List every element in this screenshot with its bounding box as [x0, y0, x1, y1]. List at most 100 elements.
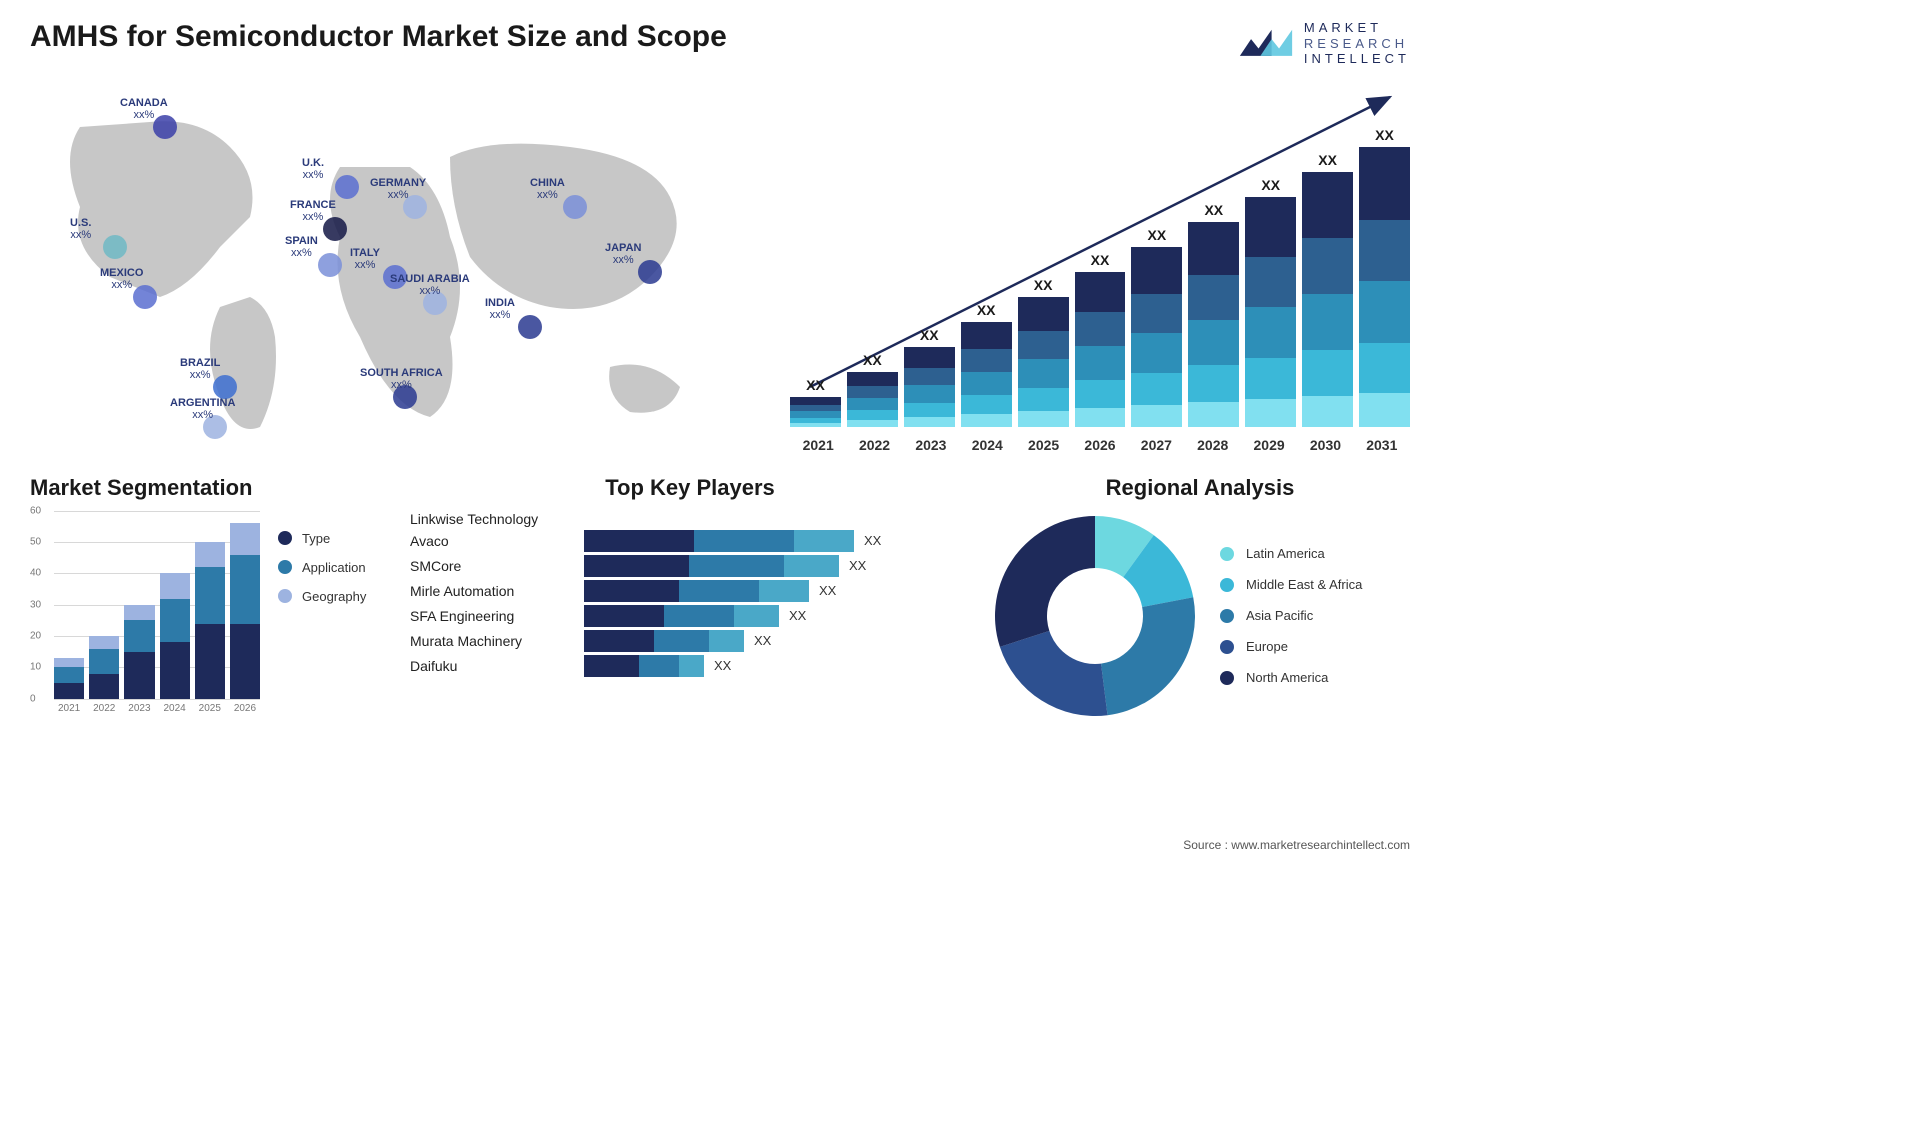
player-value: XX: [849, 558, 866, 573]
forecast-year-label: 2027: [1141, 437, 1172, 453]
logo-text-1: MARKET: [1304, 20, 1410, 36]
seg-ytick: 40: [30, 568, 41, 579]
segmentation-section: Market Segmentation 20212022202320242025…: [30, 475, 390, 721]
seg-xtick: 2025: [199, 703, 221, 714]
forecast-year-label: 2026: [1084, 437, 1115, 453]
forecast-year-label: 2021: [803, 437, 834, 453]
forecast-year-label: 2025: [1028, 437, 1059, 453]
seg-bar: 2021: [54, 658, 84, 699]
seg-legend-item: Application: [278, 560, 366, 575]
forecast-value-label: XX: [1318, 152, 1337, 168]
forecast-bar: XX: [1131, 227, 1182, 427]
forecast-value-label: XX: [1204, 202, 1223, 218]
page-title: AMHS for Semiconductor Market Size and S…: [30, 20, 727, 54]
forecast-value-label: XX: [1261, 177, 1280, 193]
world-map: CANADAxx%U.S.xx%MEXICOxx%BRAZILxx%ARGENT…: [30, 87, 750, 457]
player-value: XX: [819, 583, 836, 598]
map-label: SAUDI ARABIAxx%: [390, 273, 470, 297]
map-label: FRANCExx%: [290, 199, 336, 223]
forecast-bar: XX: [1245, 177, 1296, 427]
map-label: SPAINxx%: [285, 235, 318, 259]
map-label: BRAZILxx%: [180, 357, 220, 381]
forecast-bar: XX: [1302, 152, 1353, 427]
forecast-value-label: XX: [1375, 127, 1394, 143]
players-title: Top Key Players: [410, 475, 970, 501]
player-name: Linkwise Technology: [410, 511, 570, 527]
player-value: XX: [754, 633, 771, 648]
map-label: ARGENTINAxx%: [170, 397, 235, 421]
player-row: Mirle Automation XX: [410, 580, 970, 602]
seg-legend-item: Geography: [278, 589, 366, 604]
forecast-value-label: XX: [1148, 227, 1167, 243]
forecast-value-label: XX: [863, 352, 882, 368]
player-name: Avaco: [410, 533, 570, 549]
forecast-year-label: 2024: [972, 437, 1003, 453]
logo-icon: [1238, 21, 1294, 66]
forecast-year-label: 2029: [1254, 437, 1285, 453]
forecast-value-label: XX: [977, 302, 996, 318]
player-value: XX: [864, 533, 881, 548]
forecast-bar: XX: [790, 377, 841, 427]
regional-legend-item: North America: [1220, 670, 1362, 685]
forecast-bar: XX: [1075, 252, 1126, 427]
map-label: JAPANxx%: [605, 242, 641, 266]
forecast-value-label: XX: [806, 377, 825, 393]
forecast-year-label: 2031: [1366, 437, 1397, 453]
player-row: Linkwise Technology: [410, 511, 970, 527]
map-label: INDIAxx%: [485, 297, 515, 321]
seg-bar: 2024: [160, 573, 190, 698]
forecast-bar: XX: [1359, 127, 1410, 427]
forecast-year-label: 2028: [1197, 437, 1228, 453]
regional-donut: [990, 511, 1200, 721]
forecast-value-label: XX: [1091, 252, 1110, 268]
player-row: SMCore XX: [410, 555, 970, 577]
regional-legend-item: Middle East & Africa: [1220, 577, 1362, 592]
forecast-chart: XX XX XX XX XX XX XX XX XX XX XX 2021 2022 2023 2024 2…: [790, 87, 1410, 457]
map-label: U.K.xx%: [302, 157, 324, 181]
logo-text-3: INTELLECT: [1304, 51, 1410, 67]
regional-legend-item: Europe: [1220, 639, 1362, 654]
seg-legend-item: Type: [278, 531, 366, 546]
player-name: Murata Machinery: [410, 633, 570, 649]
seg-ytick: 0: [30, 693, 36, 704]
forecast-bar: XX: [847, 352, 898, 427]
regional-title: Regional Analysis: [990, 475, 1410, 501]
forecast-year-label: 2022: [859, 437, 890, 453]
map-label: MEXICOxx%: [100, 267, 143, 291]
brand-logo: MARKET RESEARCH INTELLECT: [1238, 20, 1410, 67]
player-row: Avaco XX: [410, 530, 970, 552]
source-text: Source : www.marketresearchintellect.com: [1183, 838, 1410, 852]
seg-ytick: 60: [30, 505, 41, 516]
player-name: SFA Engineering: [410, 608, 570, 624]
donut-slice: [1101, 597, 1195, 715]
regional-legend-item: Latin America: [1220, 546, 1362, 561]
forecast-value-label: XX: [920, 327, 939, 343]
seg-ytick: 30: [30, 599, 41, 610]
donut-slice: [995, 516, 1095, 647]
seg-bar: 2026: [230, 523, 260, 698]
forecast-value-label: XX: [1034, 277, 1053, 293]
seg-xtick: 2021: [58, 703, 80, 714]
map-label: GERMANYxx%: [370, 177, 426, 201]
player-value: XX: [714, 658, 731, 673]
seg-ytick: 20: [30, 631, 41, 642]
regional-legend: Latin America Middle East & Africa Asia Pa…: [1220, 546, 1362, 685]
regional-section: Regional Analysis Latin America Middle Ea…: [990, 475, 1410, 721]
forecast-bar: XX: [904, 327, 955, 427]
forecast-year-label: 2023: [915, 437, 946, 453]
player-value: XX: [789, 608, 806, 623]
map-label: CANADAxx%: [120, 97, 168, 121]
map-label: CHINAxx%: [530, 177, 565, 201]
donut-slice: [1000, 631, 1108, 716]
player-name: Mirle Automation: [410, 583, 570, 599]
seg-xtick: 2024: [163, 703, 185, 714]
forecast-bar: XX: [1188, 202, 1239, 427]
seg-ytick: 50: [30, 537, 41, 548]
player-row: Murata Machinery XX: [410, 630, 970, 652]
seg-bar: 2025: [195, 542, 225, 699]
player-name: Daifuku: [410, 658, 570, 674]
player-name: SMCore: [410, 558, 570, 574]
regional-legend-item: Asia Pacific: [1220, 608, 1362, 623]
segmentation-title: Market Segmentation: [30, 475, 390, 501]
seg-ytick: 10: [30, 662, 41, 673]
